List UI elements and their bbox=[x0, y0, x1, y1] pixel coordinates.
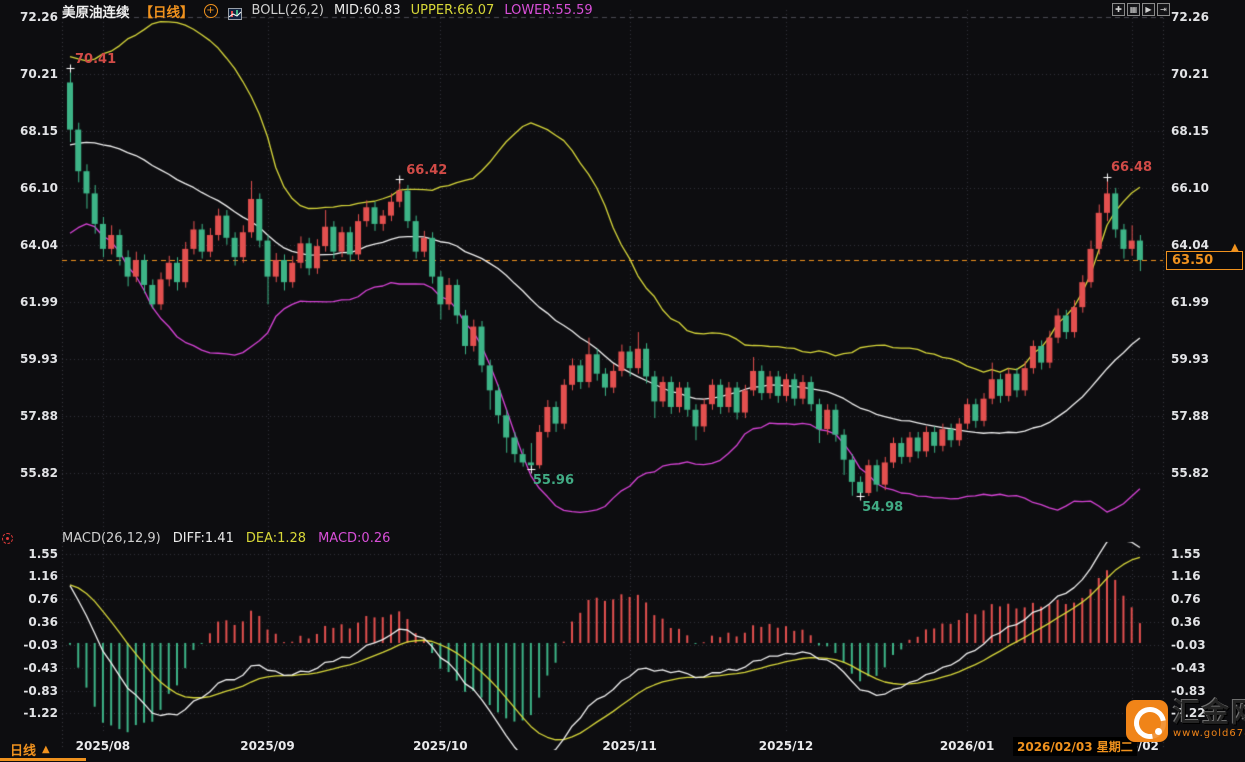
price-axis-label-right: 66.10 bbox=[1171, 180, 1209, 195]
current-price-badge: 63.50 bbox=[1166, 250, 1243, 270]
playback-icon[interactable]: ▶ bbox=[1142, 3, 1155, 16]
macd-diff-value: DIFF:1.41 bbox=[172, 530, 234, 546]
macd-axis-label-left: 0.36 bbox=[28, 615, 58, 630]
chart-header: 美原油连续 【日线】 + BOLL(26,2) MID:60.83 UPPER:… bbox=[62, 2, 593, 21]
price-axis-label-right: 70.21 bbox=[1171, 66, 1209, 81]
price-axis-label-left: 70.21 bbox=[20, 66, 58, 81]
time-axis-month-label: 2025/10 bbox=[413, 739, 468, 753]
macd-dea-value: DEA:1.28 bbox=[245, 530, 307, 546]
price-axis-label-left: 66.10 bbox=[20, 180, 58, 195]
price-axis-label-right: 55.82 bbox=[1171, 466, 1209, 480]
macd-axis-label-left: 1.55 bbox=[28, 547, 58, 561]
time-axis-month-label: 2025/12 bbox=[758, 739, 814, 753]
macd-axis-label-left: -0.83 bbox=[23, 683, 58, 698]
macd-axis-label-right: -0.43 bbox=[1171, 660, 1206, 675]
price-extreme-annotation: 54.98 bbox=[862, 500, 904, 516]
macd-axis-label-left: -1.22 bbox=[23, 706, 58, 720]
price-axis-label-left: 57.88 bbox=[20, 408, 58, 423]
boll-lower-value: LOWER:55.59 bbox=[504, 3, 593, 18]
price-axis-label-right: 72.26 bbox=[1171, 10, 1209, 24]
price-axis-label-left: 55.82 bbox=[20, 466, 58, 480]
macd-macd-value: MACD:0.26 bbox=[318, 530, 391, 546]
macd-axis-label-left: 1.16 bbox=[28, 569, 58, 584]
period-label[interactable]: 【日线】 bbox=[139, 4, 194, 21]
price-axis-label-right: 68.15 bbox=[1171, 124, 1209, 138]
kline-icon bbox=[227, 5, 242, 20]
price-axis-label-right: 59.93 bbox=[1171, 352, 1209, 366]
macd-axis-label-right: 1.16 bbox=[1171, 569, 1201, 584]
price-axis-label-left: 68.15 bbox=[20, 124, 58, 138]
macd-axis-label-right: -0.03 bbox=[1171, 637, 1206, 652]
price-axis-label-left: 59.93 bbox=[20, 352, 58, 366]
macd-marker-icon[interactable] bbox=[2, 533, 13, 544]
step-forward-icon[interactable]: ⇥ bbox=[1157, 3, 1170, 16]
site-watermark: 汇金网 www.gold678.com bbox=[1126, 698, 1245, 746]
macd-axis-label-right: 0.36 bbox=[1171, 615, 1201, 630]
macd-indicator-label: MACD(26,12,9) bbox=[62, 530, 161, 546]
boll-indicator-label: BOLL(26,2) bbox=[251, 3, 325, 18]
macd-header: MACD(26,12,9) DIFF:1.41 DEA:1.28 MACD:0.… bbox=[62, 530, 390, 546]
macd-axis-label-right: -1.22 bbox=[1171, 706, 1206, 720]
add-compare-icon[interactable]: + bbox=[203, 3, 218, 18]
selected-date-badge: 2026/02/03 星期二 bbox=[1013, 737, 1137, 756]
price-extreme-annotation: 66.48 bbox=[1110, 160, 1153, 176]
macd-axis-label-left: -0.03 bbox=[23, 637, 58, 652]
price-axis-label-right: 61.99 bbox=[1171, 294, 1209, 309]
boll-upper-value: UPPER:66.07 bbox=[410, 3, 495, 18]
period-tab-label: 日线 bbox=[10, 744, 37, 759]
chart-toolbar: ✚ ▦ ▶ ⇥ bbox=[1112, 3, 1170, 16]
price-extreme-annotation: 70.41 bbox=[75, 52, 117, 68]
price-axis-label-left: 61.99 bbox=[20, 294, 58, 309]
watermark-title: 汇金网 bbox=[1173, 698, 1245, 729]
price-axis-label-right: 64.04 bbox=[1171, 238, 1209, 252]
price-axis-label-right: 57.88 bbox=[1171, 408, 1209, 423]
symbol-name: 美原油连续 bbox=[62, 4, 130, 21]
time-axis-month-label: 2025/08 bbox=[75, 739, 131, 753]
time-axis-month-label: 2025/09 bbox=[240, 739, 295, 753]
period-menu-arrow-icon: ▲ bbox=[42, 744, 50, 755]
macd-axis-label-left: 0.76 bbox=[28, 592, 58, 607]
time-axis-month-label: 2026/01 bbox=[939, 739, 995, 753]
macd-axis-label-right: 1.55 bbox=[1171, 547, 1201, 561]
period-tab-daily[interactable]: 日线 ▲ bbox=[10, 740, 50, 759]
price-extreme-annotation: 66.42 bbox=[406, 162, 448, 178]
macd-axis-label-right: -0.83 bbox=[1171, 683, 1206, 698]
watermark-url: www.gold678.com bbox=[1173, 728, 1245, 739]
period-tab-underline bbox=[0, 758, 86, 761]
time-axis-month-label: 2025/11 bbox=[602, 739, 657, 753]
price-extreme-annotation: 55.96 bbox=[532, 473, 574, 489]
indicator-window-icon[interactable]: ▦ bbox=[1127, 3, 1140, 16]
price-axis-label-left: 72.26 bbox=[20, 10, 58, 24]
huijin-logo-icon bbox=[1126, 700, 1173, 746]
macd-axis-label-left: -0.43 bbox=[23, 660, 58, 675]
price-axis-label-left: 64.04 bbox=[20, 238, 58, 252]
macd-axis-label-right: 0.76 bbox=[1171, 592, 1201, 607]
boll-mid-value: MID:60.83 bbox=[334, 3, 401, 18]
split-view-icon[interactable]: ✚ bbox=[1112, 3, 1125, 16]
price-up-arrow-icon: ▲ bbox=[1231, 241, 1239, 253]
